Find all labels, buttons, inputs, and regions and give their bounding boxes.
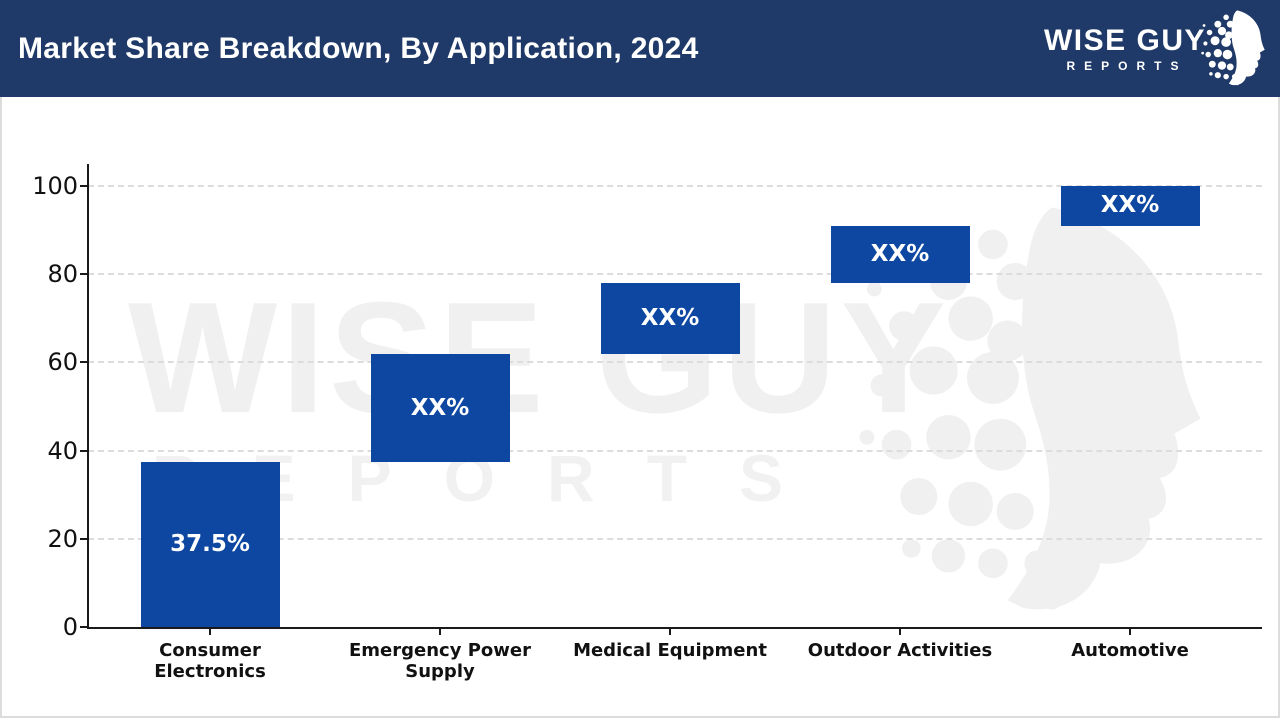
x-axis-label-line: Supply	[405, 661, 475, 682]
x-axis-label-automotive: Automotive	[1020, 640, 1240, 661]
y-tick-label: 40	[47, 436, 78, 465]
gridline	[88, 185, 1262, 187]
y-tick-mark	[80, 185, 88, 187]
y-tick-label: 20	[47, 524, 78, 553]
bar-value-label: XX%	[870, 240, 930, 267]
x-axis-label-line: Emergency Power	[349, 640, 531, 661]
x-tick-mark	[439, 629, 441, 635]
x-axis-label-consumer-electronics: Consumer Electronics	[100, 640, 320, 682]
bar-automotive	[1060, 186, 1200, 226]
y-tick-mark	[80, 537, 88, 540]
y-axis	[87, 164, 89, 629]
watermark-text: WISE GUY	[128, 270, 951, 446]
logo-subtitle: REPORTS	[1066, 58, 1188, 73]
x-tick-mark	[899, 629, 901, 635]
x-axis-label-line: Automotive	[1071, 640, 1189, 661]
bar-value-label: 37.5%	[170, 530, 250, 557]
gridline	[88, 537, 1262, 540]
x-axis-label-emergency-power-supply: Emergency Power Supply	[330, 640, 550, 682]
x-axis-label-line: Consumer	[159, 640, 261, 661]
bar-emergency-power-supply	[370, 353, 510, 462]
x-axis	[87, 627, 1262, 629]
x-axis-label-line: Outdoor Activities	[807, 640, 993, 661]
frame-edge-left	[0, 97, 2, 718]
y-tick-mark	[80, 361, 88, 364]
x-tick-mark	[1129, 629, 1131, 635]
x-axis-label-medical-equipment: Medical Equipment	[560, 640, 780, 661]
x-tick-mark	[669, 629, 671, 635]
x-axis-label-line: Medical Equipment	[573, 640, 767, 661]
y-tick-mark	[80, 449, 88, 452]
x-tick-mark	[209, 629, 211, 635]
frame-edge-bottom	[0, 716, 1280, 718]
bar-outdoor-activities	[830, 225, 970, 284]
gridline	[88, 361, 1262, 364]
wise-guy-logo: WISE GUY REPORTS	[1044, 8, 1270, 90]
y-tick-mark	[80, 273, 88, 276]
bar-value-label: XX%	[1100, 192, 1160, 218]
y-tick-label: 80	[47, 260, 78, 289]
x-axis-label-outdoor-activities: Outdoor Activities	[790, 640, 1010, 661]
header-bar: Market Share Breakdown, By Application, …	[0, 0, 1280, 97]
logo-wordmark: WISE GUY	[1043, 23, 1206, 57]
logo-text: WISE GUY REPORTS	[1043, 23, 1206, 73]
y-tick-label: 0	[62, 613, 78, 641]
logo-head-icon	[1201, 10, 1265, 86]
bar-consumer-electronics	[140, 461, 280, 627]
frame-edge-right	[1278, 97, 1280, 718]
bar-medical-equipment	[600, 283, 740, 354]
page-title: Market Share Breakdown, By Application, …	[18, 31, 699, 65]
bar-value-label: XX%	[410, 394, 470, 421]
gridline	[88, 449, 1262, 452]
x-axis-label-line: Electronics	[154, 661, 266, 682]
y-tick-mark	[80, 626, 88, 628]
y-tick-label: 100	[32, 172, 78, 200]
bar-value-label: XX%	[640, 305, 700, 332]
gridline	[88, 273, 1262, 276]
y-tick-label: 60	[47, 348, 78, 377]
